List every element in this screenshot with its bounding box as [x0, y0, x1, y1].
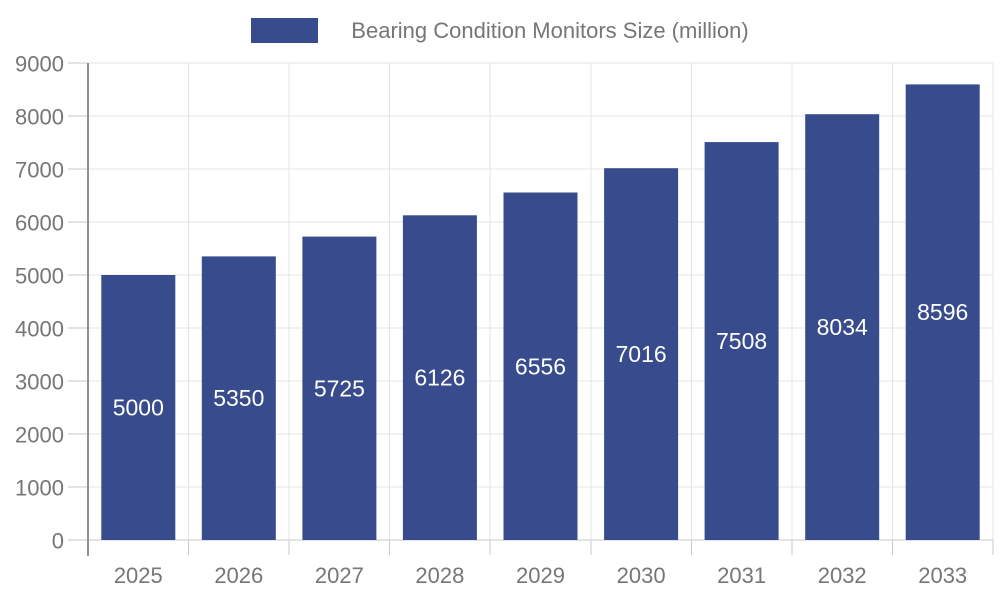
bar — [402, 215, 477, 541]
y-tick-label: 2000 — [15, 423, 64, 448]
y-tick-label: 5000 — [15, 264, 64, 289]
bar-value-label: 6556 — [515, 353, 566, 379]
y-tick-label: 7000 — [15, 158, 64, 183]
bar-value-label: 6126 — [414, 365, 465, 391]
y-tick-label: 1000 — [15, 476, 64, 501]
x-tick-label: 2029 — [516, 563, 565, 588]
x-tick-label: 2033 — [918, 563, 967, 588]
bar — [503, 192, 578, 540]
bar — [704, 142, 779, 540]
legend-swatch — [251, 18, 319, 43]
bar — [604, 168, 679, 540]
bar-value-label: 5350 — [213, 385, 264, 411]
y-tick-label: 6000 — [15, 211, 64, 236]
bar-value-label: 8034 — [817, 314, 868, 340]
bar-value-label: 7016 — [616, 341, 667, 367]
bar — [101, 275, 176, 540]
bar-value-label: 7508 — [716, 328, 767, 354]
bar — [201, 256, 276, 540]
bar-value-label: 5725 — [314, 375, 365, 401]
x-tick-label: 2032 — [818, 563, 867, 588]
x-tick-label: 2031 — [717, 563, 766, 588]
y-tick-label: 3000 — [15, 370, 64, 395]
legend-item[interactable]: Bearing Condition Monitors Size (million… — [0, 18, 1000, 43]
y-tick-label: 8000 — [15, 105, 64, 130]
x-tick-label: 2030 — [617, 563, 666, 588]
bar — [302, 236, 377, 540]
y-tick-label: 9000 — [15, 52, 64, 77]
y-tick-label: 0 — [52, 529, 64, 554]
x-tick-label: 2025 — [114, 563, 163, 588]
x-tick-label: 2026 — [214, 563, 263, 588]
bar-value-label: 5000 — [113, 395, 164, 421]
legend-label: Bearing Condition Monitors Size (million… — [351, 18, 749, 43]
bar — [805, 114, 880, 540]
bar-value-label: 8596 — [917, 299, 968, 325]
bar — [905, 84, 980, 541]
x-tick-label: 2028 — [415, 563, 464, 588]
y-tick-label: 4000 — [15, 317, 64, 342]
x-tick-label: 2027 — [315, 563, 364, 588]
